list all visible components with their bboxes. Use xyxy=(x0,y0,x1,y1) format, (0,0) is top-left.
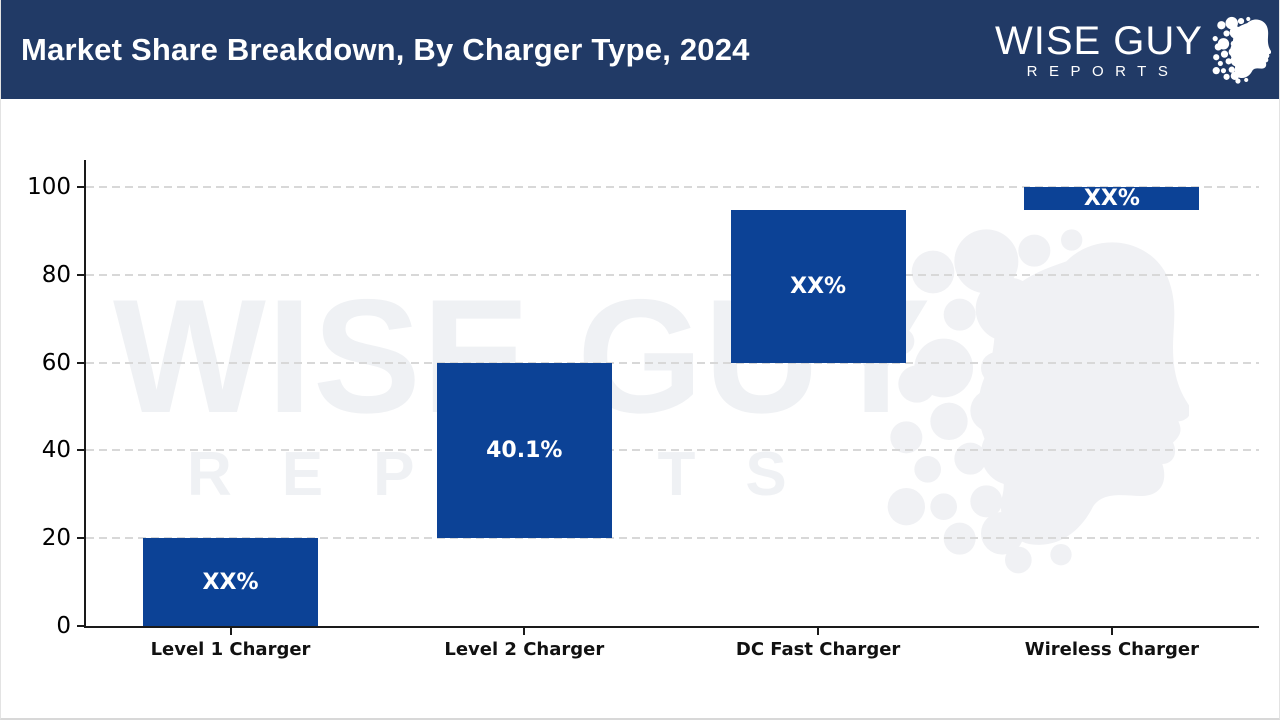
y-axis-tick-mark xyxy=(77,449,85,452)
y-axis-tick-label: 0 xyxy=(56,613,71,639)
bar-dc-fast-charger xyxy=(730,210,906,363)
logo-wordmark: WISE GUY REPORTS xyxy=(995,21,1203,79)
x-axis-tick-mark xyxy=(523,628,526,635)
x-axis-line xyxy=(84,626,1259,628)
x-category-label-dc-fast-charger: DC Fast Charger xyxy=(735,639,901,660)
x-category-label-level-1-charger: Level 1 Charger xyxy=(150,639,311,660)
logo-face-icon xyxy=(1212,16,1271,84)
bar-wireless-charger xyxy=(1024,187,1200,211)
y-axis-tick-label: 20 xyxy=(41,525,71,552)
y-axis-tick-label: 40 xyxy=(41,437,71,464)
gridline-20 xyxy=(86,537,1259,540)
x-axis-tick-mark xyxy=(817,628,820,635)
x-category-label-level-2-charger: Level 2 Charger xyxy=(444,639,605,660)
gridline-60 xyxy=(86,361,1259,364)
y-axis-tick-label: 80 xyxy=(41,261,71,288)
header: Market Share Breakdown, By Charger Type,… xyxy=(1,0,1279,99)
bar-level-2-charger xyxy=(436,362,612,539)
page-title: Market Share Breakdown, By Charger Type,… xyxy=(21,31,750,67)
bar-value-label-wireless-charger: XX% xyxy=(1083,186,1140,212)
y-axis-tick-mark xyxy=(77,625,85,627)
x-axis-tick-mark xyxy=(1110,628,1113,635)
y-axis-line xyxy=(84,160,86,628)
gridline-80 xyxy=(86,273,1259,276)
logo-line-reports: REPORTS xyxy=(1026,62,1180,80)
y-axis-tick-mark xyxy=(77,186,85,188)
x-axis-tick-mark xyxy=(229,628,232,635)
bar-value-label-dc-fast-charger: XX% xyxy=(790,273,847,299)
y-axis-tick-label: 100 xyxy=(27,174,71,200)
bar-value-label-level-2-charger: 40.1% xyxy=(486,437,563,463)
y-axis-tick-mark xyxy=(77,361,85,364)
brand-logo: WISE GUY REPORTS xyxy=(995,0,1271,99)
y-axis-tick-label: 60 xyxy=(41,349,71,376)
logo-line-wise-guy: WISE GUY xyxy=(994,18,1203,63)
x-category-label-wireless-charger: Wireless Charger xyxy=(1024,639,1199,660)
gridline-40 xyxy=(86,449,1259,452)
bar-level-1-charger xyxy=(143,538,318,626)
bar-value-label-level-1-charger: XX% xyxy=(202,569,259,595)
gridline-100 xyxy=(86,186,1259,188)
y-axis-tick-mark xyxy=(77,273,85,276)
y-axis-tick-mark xyxy=(77,537,85,540)
